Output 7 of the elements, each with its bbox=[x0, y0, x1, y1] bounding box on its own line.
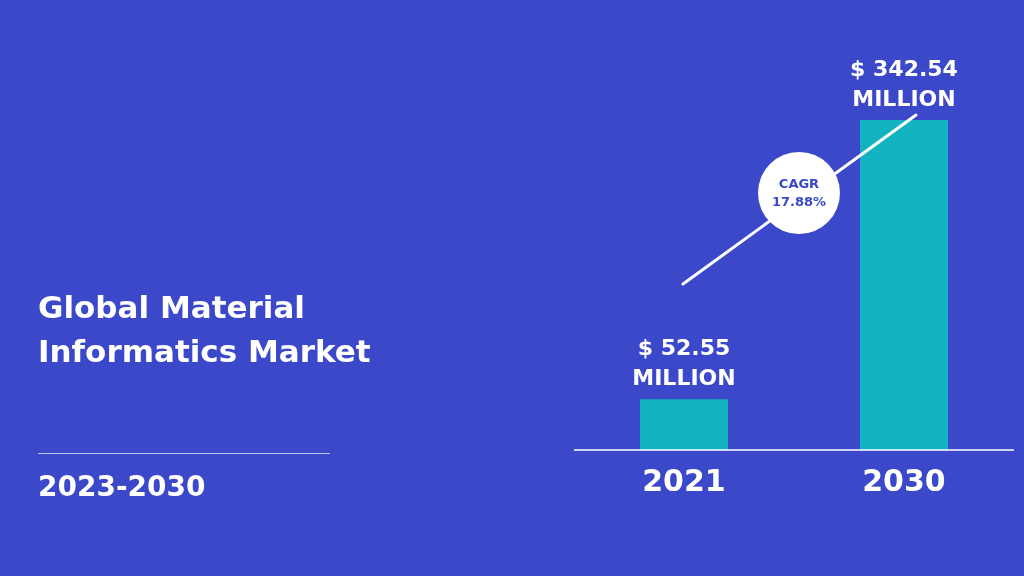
x-tick-label: 2021 bbox=[642, 463, 726, 499]
text: Global Material Informatics Market bbox=[38, 288, 372, 371]
data-label: $ 52.55 MILLION bbox=[632, 335, 736, 391]
x-tick-label: 2030 bbox=[862, 463, 946, 499]
text: 2023-2030 bbox=[38, 470, 206, 503]
data-label: $ 342.54 MILLION bbox=[850, 56, 958, 111]
annotation: CAGR 17.88% bbox=[771, 175, 827, 211]
